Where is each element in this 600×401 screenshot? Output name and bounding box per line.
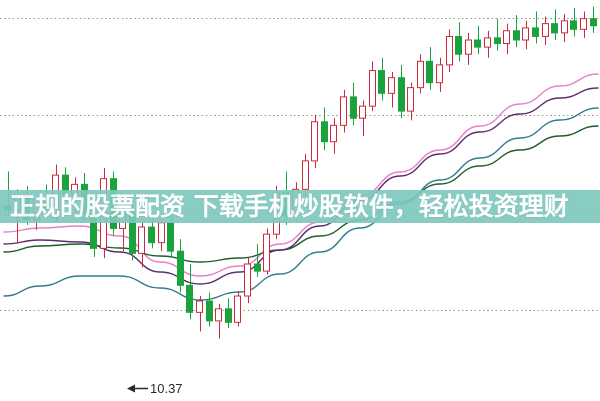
candle: [225, 298, 232, 328]
candle: [446, 29, 453, 72]
candle: [206, 292, 213, 327]
candle: [254, 244, 261, 277]
candle: [90, 198, 97, 257]
candle: [369, 61, 376, 112]
candle: [426, 47, 433, 90]
candle: [302, 153, 309, 197]
candle: [503, 23, 510, 55]
candle: [398, 64, 405, 119]
candle: [100, 168, 107, 259]
candle: [330, 118, 337, 154]
candle: [513, 15, 520, 48]
ma-line-ma60: [3, 87, 599, 285]
candle: [42, 184, 49, 213]
moving-average-lines: [3, 73, 599, 301]
candle: [33, 196, 40, 230]
candle: [263, 228, 270, 275]
candlesticks: [4, 6, 597, 339]
price-annotation-label: 10.37: [150, 381, 183, 396]
candle: [110, 171, 117, 236]
candle: [378, 57, 385, 101]
candle: [455, 22, 462, 62]
candle: [71, 177, 78, 213]
candle: [465, 32, 472, 65]
candle: [215, 303, 222, 339]
candle: [417, 54, 424, 94]
candle: [234, 291, 241, 327]
candle: [321, 107, 328, 151]
candle: [129, 200, 136, 261]
candle: [244, 256, 251, 304]
candle: [23, 185, 30, 225]
candle: [561, 13, 568, 43]
candle: [484, 30, 491, 58]
candle: [570, 8, 577, 37]
candle: [52, 164, 59, 222]
candle: [590, 6, 597, 33]
candle: [359, 100, 366, 136]
candle: [177, 239, 184, 293]
left-arrow-marker: [127, 384, 148, 393]
candle: [158, 219, 165, 252]
candle: [282, 171, 289, 225]
candle: [14, 189, 21, 243]
candle: [494, 18, 501, 51]
candle: [311, 114, 318, 168]
candle: [138, 221, 145, 268]
candle: [551, 9, 558, 40]
candle: [119, 207, 126, 252]
candle: [81, 172, 88, 222]
candle: [388, 72, 395, 108]
candle: [474, 25, 481, 55]
candle: [542, 16, 549, 45]
gridlines: [0, 18, 600, 311]
ma-line-ma10: [3, 107, 599, 301]
candle: [186, 264, 193, 320]
candle: [62, 167, 69, 200]
candle: [148, 214, 155, 249]
candle: [350, 82, 357, 126]
candle: [292, 182, 299, 222]
candle: [340, 89, 347, 133]
candle: [196, 296, 203, 332]
candle: [407, 82, 414, 121]
candle: [522, 20, 529, 50]
candle: [167, 214, 174, 257]
candle: [532, 11, 539, 44]
candle: [580, 11, 587, 38]
candle: [4, 171, 11, 215]
candle: [273, 185, 280, 240]
candle: [436, 57, 443, 92]
